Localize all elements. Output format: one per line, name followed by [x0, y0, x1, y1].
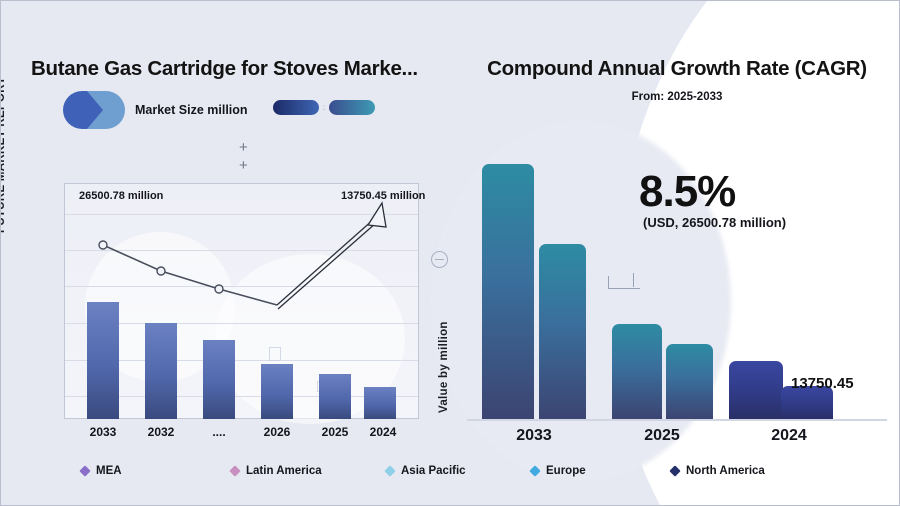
- left-x-axis-labels: 2033 2032 .... 2026 2025 2024: [64, 425, 419, 443]
- legend-label-north-america: North America: [686, 465, 765, 477]
- bar-2033-primary: [482, 164, 534, 419]
- ghost-doc-icon: [269, 347, 281, 361]
- gradient-pill-secondary: [329, 100, 376, 115]
- cagr-value: 8.5%: [639, 167, 736, 216]
- right-bar-series: [467, 151, 887, 419]
- xlabel-3: 2026: [263, 425, 291, 439]
- xlabel-2: ....: [212, 425, 226, 439]
- diamond-icon-asia-pacific: [384, 465, 396, 477]
- hexagon-icon: [63, 91, 125, 129]
- bar-2025-secondary: [666, 344, 713, 419]
- xlabel-5: 2024: [369, 425, 397, 439]
- bar-2033-secondary: [539, 244, 586, 419]
- right-chart-subtitle: From: 2025-2033: [631, 91, 723, 103]
- right-xlabel-2: 2024: [771, 427, 807, 444]
- left-panel: Butane Gas Cartridge for Stoves Marke...…: [0, 1, 461, 505]
- left-value-start: 26500.78 million: [79, 190, 164, 202]
- bar-2026: [261, 364, 293, 419]
- market-size-legend-label: Market Size million: [135, 103, 248, 117]
- legend-label-asia-pacific: Asia Pacific: [401, 465, 466, 477]
- legend-item-latin-america[interactable]: Latin America: [229, 465, 386, 477]
- legend-label-latin-america: Latin America: [246, 465, 322, 477]
- bar-2025-primary: [612, 324, 662, 419]
- bar-2025: [319, 374, 351, 419]
- right-xlabel-1: 2025: [644, 427, 680, 444]
- bar-2024: [364, 387, 396, 419]
- legend-item-europe[interactable]: Europe: [529, 465, 671, 477]
- plus-decoration: + +: [239, 139, 248, 174]
- legend-label-mea: MEA: [96, 465, 122, 477]
- right-xlabel-0: 2033: [516, 427, 552, 444]
- bar-2024-secondary: [781, 386, 833, 419]
- bar-2032: [145, 323, 177, 419]
- xlabel-4: 2025: [321, 425, 349, 439]
- region-legend: MEA Latin America Asia Pacific Europe No…: [79, 465, 801, 477]
- bar-2024-primary: [729, 361, 783, 419]
- cagr-note: (USD, 26500.78 million): [643, 215, 787, 230]
- diamond-icon-north-america: [669, 465, 681, 477]
- diamond-icon-latin-america: [229, 465, 241, 477]
- bar-2033: [87, 302, 119, 419]
- bracket-decoration: [608, 276, 640, 289]
- right-value-label-2024: 13750.45: [791, 375, 854, 392]
- left-y-axis-label: FUTURE MARKET REPORT: [0, 76, 7, 233]
- left-value-end: 13750.45 million: [341, 190, 426, 202]
- legend-item-north-america[interactable]: North America: [669, 465, 765, 477]
- right-chart-title: Compound Annual Growth Rate (CAGR): [487, 57, 867, 80]
- bar-mid: [203, 340, 235, 419]
- xlabel-0: 2033: [89, 425, 117, 439]
- legend-item-mea[interactable]: MEA: [79, 465, 231, 477]
- right-y-axis-label: Value by million: [438, 321, 450, 413]
- gradient-pill-primary: [273, 100, 319, 115]
- diamond-icon-mea: [79, 465, 91, 477]
- diamond-icon-europe: [529, 465, 541, 477]
- market-size-legend: Market Size million: [63, 91, 248, 129]
- circle-minus-icon: [431, 251, 448, 268]
- right-baseline: [467, 419, 887, 421]
- left-bar-series: [64, 183, 419, 419]
- legend-label-europe: Europe: [546, 465, 586, 477]
- legend-item-asia-pacific[interactable]: Asia Pacific: [384, 465, 531, 477]
- left-chart-title: Butane Gas Cartridge for Stoves Marke...: [31, 57, 418, 80]
- pill-separator: :: [323, 103, 326, 112]
- xlabel-1: 2032: [147, 425, 175, 439]
- bracket-decoration-tick: [633, 273, 635, 287]
- right-x-axis-labels: 2033 2025 2024: [467, 427, 887, 449]
- left-trend-line: [98, 201, 387, 310]
- gradient-pill-group: :: [273, 100, 376, 115]
